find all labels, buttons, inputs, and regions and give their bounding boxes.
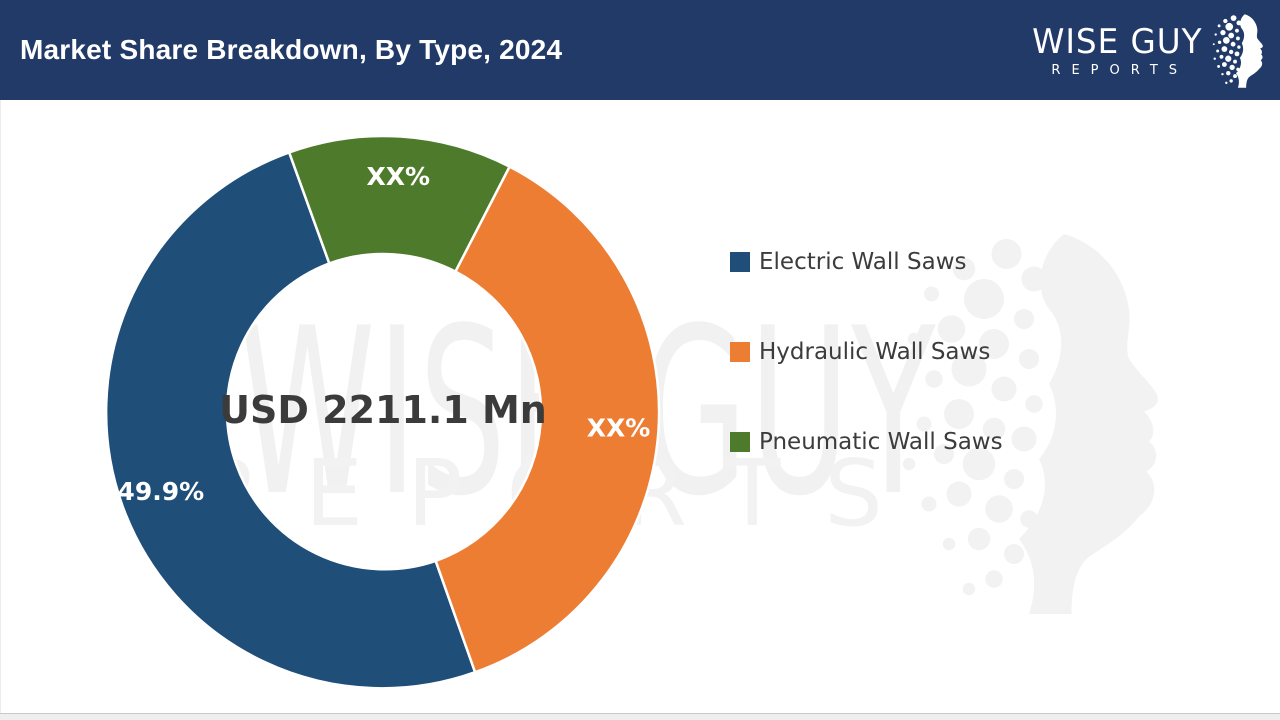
brand-logo-text: WISE GUY REPORTS	[1025, 22, 1203, 78]
legend-swatch-pneumatic	[730, 432, 750, 452]
header-bar: Market Share Breakdown, By Type, 2024 WI…	[0, 0, 1280, 100]
legend-swatch-electric	[730, 252, 750, 272]
donut-slice-hydraulic-wall-saws	[434, 165, 661, 674]
donut-center-value: USD 2211.1 Mn	[219, 388, 547, 432]
legend-label: Pneumatic Wall Saws	[759, 429, 1003, 455]
donut-chart: 49.9% XX% XX% USD 2211.1 Mn	[104, 134, 661, 690]
legend-label: Hydraulic Wall Saws	[759, 339, 991, 365]
brand-logo: WISE GUY REPORTS	[1025, 0, 1265, 100]
legend-swatch-hydraulic	[730, 342, 750, 362]
chart-area: WISE GUY REPORTS 49.9%XX%XX%USD 2211.1 M…	[0, 100, 1280, 713]
footer-divider	[0, 713, 1280, 720]
legend-item-pneumatic-wall-saws: Pneumatic Wall Saws	[730, 429, 1003, 455]
brand-name: WISE GUY	[1032, 22, 1203, 62]
slice-value-label: 49.9%	[117, 477, 204, 506]
donut-slice-electric-wall-saws	[104, 151, 477, 690]
legend-label: Electric Wall Saws	[759, 249, 967, 275]
slice-value-label: XX%	[587, 414, 651, 443]
page-title: Market Share Breakdown, By Type, 2024	[20, 34, 563, 65]
brand-head-icon	[1212, 14, 1263, 88]
brand-subtitle: REPORTS	[1051, 63, 1189, 78]
legend-item-hydraulic-wall-saws: Hydraulic Wall Saws	[730, 339, 1003, 365]
chart-legend: Electric Wall Saws Hydraulic Wall Saws P…	[730, 249, 1003, 521]
slice-value-label: XX%	[366, 162, 430, 191]
legend-item-electric-wall-saws: Electric Wall Saws	[730, 249, 1003, 275]
